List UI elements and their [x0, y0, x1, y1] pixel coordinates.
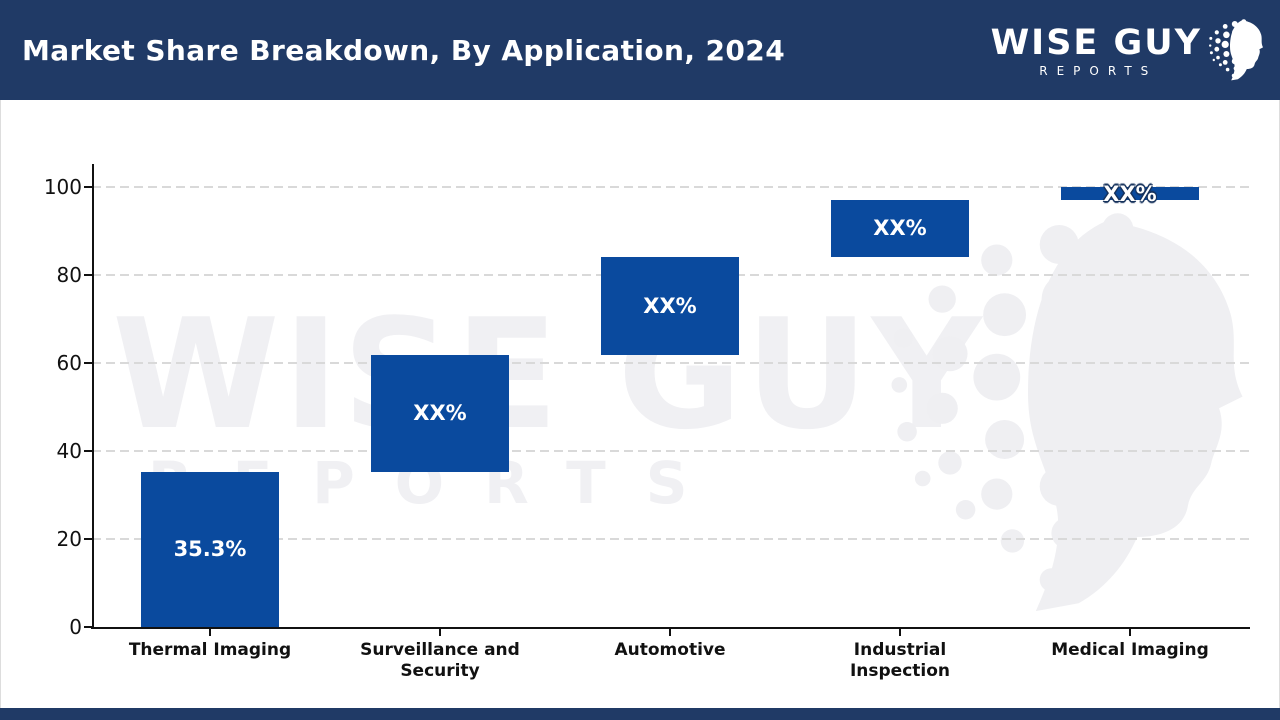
y-axis-tick-label: 60 [56, 351, 82, 375]
watermark-text: WISE GUY [112, 286, 985, 463]
brand-name: WISE GUY [990, 22, 1202, 63]
x-tickmark [899, 629, 901, 636]
x-tickmark [669, 629, 671, 636]
bar-medical-imaging [1061, 187, 1199, 201]
brand-wordmark: WISE GUY REPORTS [991, 25, 1202, 78]
y-axis-tick-label: 100 [43, 175, 82, 199]
bar-value-label-surveillance-and-security: XX% [413, 401, 467, 426]
x-tickmark [439, 629, 441, 636]
gridline-60 [92, 362, 1250, 364]
header-bar: Market Share Breakdown, By Application, … [0, 0, 1280, 100]
x-axis-label-line: Surveillance and [360, 640, 520, 660]
bar-value-label-thermal-imaging: 35.3% [173, 537, 247, 562]
x-axis-label-3: Industrial Inspection [785, 640, 1015, 682]
gridline-40 [92, 450, 1250, 452]
y-tickmark [84, 362, 92, 364]
y-axis-tick-label: 40 [56, 439, 82, 463]
bar-industrial-inspection [831, 200, 969, 257]
y-tickmark [84, 450, 92, 452]
x-axis-label-0: Thermal Imaging [95, 640, 325, 661]
y-axis-spine [92, 164, 94, 629]
brand-subtitle: REPORTS [1039, 63, 1158, 78]
x-axis-label-4: Medical Imaging [1015, 640, 1245, 661]
x-tickmark [1129, 629, 1131, 636]
x-axis-label-2: Automotive [555, 640, 785, 661]
bar-automotive [601, 256, 739, 356]
y-axis-tick-label: 80 [56, 263, 82, 287]
x-axis-label-1: Surveillance and Security [325, 640, 555, 682]
bar-thermal-imaging [141, 471, 279, 627]
y-tickmark [84, 538, 92, 540]
gridline-100 [92, 186, 1250, 188]
bar-value-label-automotive: XX% [643, 293, 697, 318]
bar-value-label-medical-imaging: XX% [1103, 181, 1157, 206]
gridline-20 [92, 538, 1250, 540]
y-axis-tick-label: 20 [56, 527, 82, 551]
chart-title: Market Share Breakdown, By Application, … [22, 33, 786, 67]
brand-logo: WISE GUY REPORTS [991, 8, 1266, 94]
bar-surveillance-and-security [371, 355, 509, 472]
y-tickmark [84, 186, 92, 188]
y-tickmark [84, 274, 92, 276]
y-tickmark [84, 626, 92, 628]
x-axis-label-line: Security [400, 661, 480, 681]
y-axis-tick-label: 0 [69, 615, 82, 639]
bar-value-label-industrial-inspection: XX% [873, 216, 927, 241]
x-tickmark [209, 629, 211, 636]
x-axis-spine [91, 627, 1250, 629]
x-axis-label-line: Medical Imaging [1051, 640, 1209, 660]
x-axis-label-line: Thermal Imaging [128, 640, 292, 660]
x-axis-label-line: Inspection [849, 661, 951, 681]
wiseguy-face-icon [1209, 19, 1263, 81]
footer-bar [0, 708, 1280, 720]
x-axis-label-line: Automotive [614, 640, 726, 660]
x-axis-label-line: Industrial [853, 640, 947, 660]
